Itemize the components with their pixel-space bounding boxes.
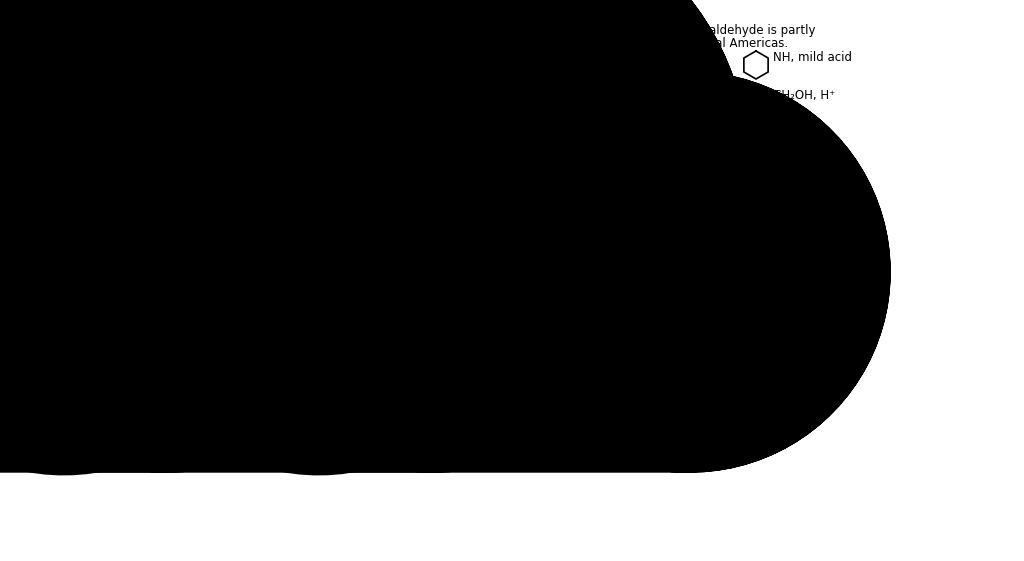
Text: [3] CH₃CH₂CH₂CHO: [3] CH₃CH₂CH₂CHO [686,285,785,295]
Text: –CHO: –CHO [433,162,464,172]
Text: c.: c. [596,264,606,277]
Text: 21.47: 21.47 [15,137,52,150]
Text: Answer Problem 21.45 using 2-heptanone (CH₃COCH₂CH₂CH₂CH₂CH₃) as starting materi: Answer Problem 21.45 using 2-heptanone (… [68,109,805,122]
Text: h.  CH₃CH₂OH (excess), H⁺: h. CH₃CH₂OH (excess), H⁺ [385,89,541,102]
Text: e.  Ph₃P═CHCH₃: e. Ph₃P═CHCH₃ [385,51,475,64]
Text: i.: i. [715,51,722,64]
Text: NH, mild acid: NH, mild acid [773,51,852,64]
Text: What alkyl halide is needed to prepare each Wittig reagent?: What alkyl halide is needed to prepare e… [68,308,425,321]
Text: Ph₃P═CHCOOCH₃: Ph₃P═CHCOOCH₃ [474,155,562,165]
Text: c.: c. [375,146,385,159]
Text: for the odor of bleu cheese.: for the odor of bleu cheese. [68,122,231,135]
Text: responsible for the fragrance of the flowers of the plumeria tree, which is nati: responsible for the fragrance of the flo… [68,37,788,50]
Text: Draw the products formed in each Wittig reaction. Draw all stereoisomers formed : Draw the products formed in each Wittig … [68,137,765,150]
Text: =O: =O [126,161,144,171]
Text: c.  [1] CH₃MgBr; [2] H₂O: c. [1] CH₃MgBr; [2] H₂O [85,76,226,89]
Text: b.: b. [60,209,72,222]
Text: [1] Ph₃P: [1] Ph₃P [686,257,727,267]
Text: a.  NaBH₄, CH₃OH: a. NaBH₄, CH₃OH [85,51,188,64]
Text: a.  CH₃CH₂Cl: a. CH₃CH₂Cl [68,264,141,277]
Text: b.  [1] LiAlH₄; [2] H₂O: b. [1] LiAlH₄; [2] H₂O [85,63,210,76]
Text: –CH₂Cl: –CH₂Cl [651,265,688,275]
Text: [2] BuLi: [2] BuLi [165,274,206,284]
Text: a.: a. [60,146,71,159]
Text: [3] C₆H₅CH₂CH₂CHO: [3] C₆H₅CH₂CH₂CHO [431,285,535,295]
Text: a.  Ph₃P═CHCH₂CH₃: a. Ph₃P═CHCH₂CH₃ [85,322,198,335]
Text: –CHO: –CHO [118,208,148,218]
Text: [1] Ph₃P: [1] Ph₃P [165,257,207,267]
Text: c.  Ph₃P═CHCH═CH₂: c. Ph₃P═CHCH═CH₂ [575,322,689,335]
Text: =O: =O [377,207,395,217]
Text: [3] (CH₃)₂C═O: [3] (CH₃)₂C═O [165,285,237,295]
Text: Ph₃P═CHCH₂CH₃: Ph₃P═CHCH₂CH₃ [152,155,236,165]
Text: Ph₃P═CH(CH₂)₅COOCH₃: Ph₃P═CH(CH₂)₅COOCH₃ [472,201,591,211]
Text: 21.49: 21.49 [15,308,52,321]
Text: Reactions: Reactions [15,7,103,22]
Text: Draw the product formed when phenylacetaldehyde (C₆H₅CH₂CHO) is treated with eac: Draw the product formed when phenylaceta… [68,24,815,37]
Text: 21.48: 21.48 [15,248,52,261]
Text: j.   HOCH₂CH₂OH, H⁺: j. HOCH₂CH₂OH, H⁺ [715,89,836,102]
Text: g.  (CH₃CH₂)₂NH, mild acid: g. (CH₃CH₂)₂NH, mild acid [385,76,541,89]
Text: d.: d. [375,209,386,222]
Text: [1] Ph₃P: [1] Ph₃P [431,257,472,267]
Text: b.  Ph₃P═C(CH₂CH₂CH₃)₂: b. Ph₃P═C(CH₂CH₂CH₃)₂ [305,322,444,335]
Text: b.  C₆H₅CH₂Br: b. C₆H₅CH₂Br [330,264,410,277]
Text: [2] BuLi: [2] BuLi [686,274,727,284]
Text: 21.45: 21.45 [15,24,52,37]
Text: [2] BuLi: [2] BuLi [431,274,472,284]
Text: Ph₃P═: Ph₃P═ [150,186,179,196]
Text: d.  NaCN, HCl: d. NaCN, HCl [85,89,165,102]
Text: 21.46: 21.46 [15,109,52,122]
Text: Draw the products formed in each reaction sequence.: Draw the products formed in each reactio… [68,248,387,261]
Text: f.   (CH₃)₂CHNH₂, mild acid: f. (CH₃)₂CHNH₂, mild acid [385,63,540,76]
